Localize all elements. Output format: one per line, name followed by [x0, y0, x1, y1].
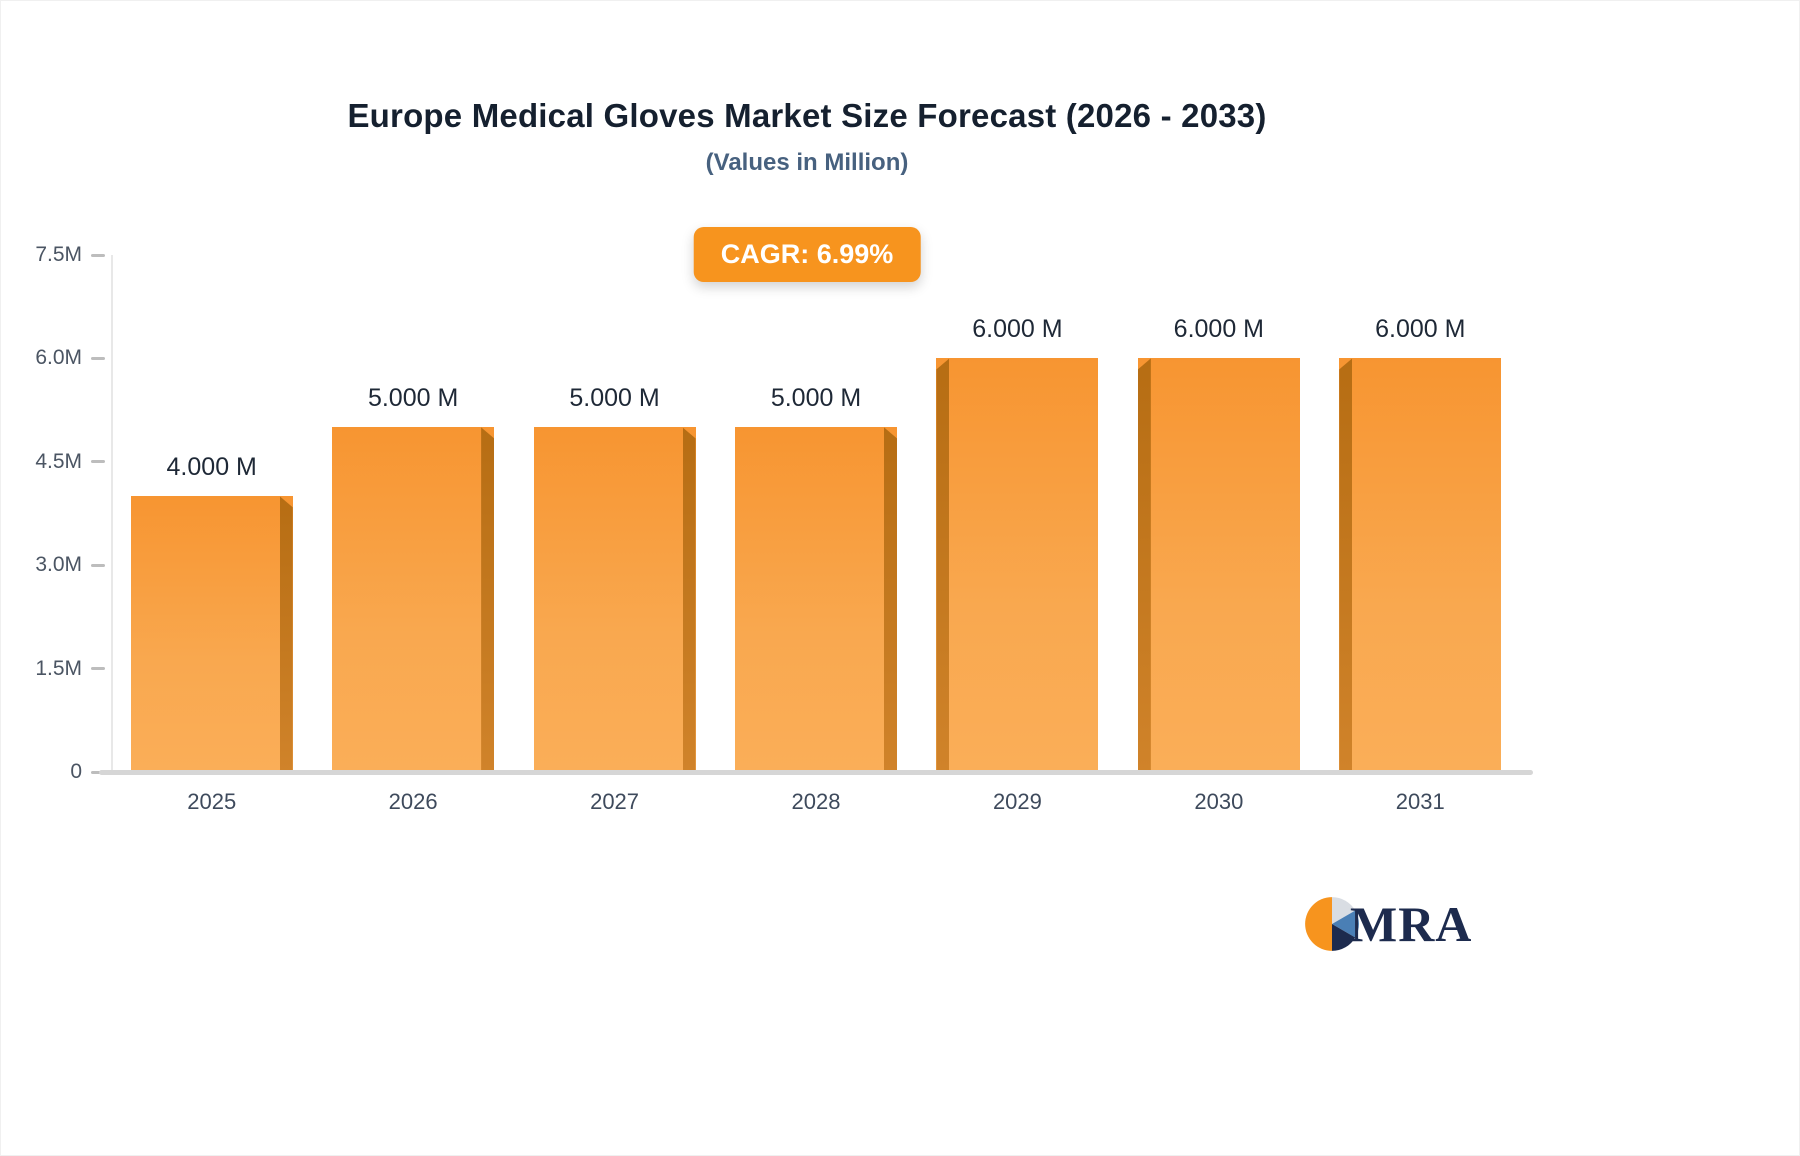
y-axis-tick: 6.0M: [1, 344, 109, 372]
bar-group: 5.000 M 2028: [715, 255, 916, 814]
bar-group: 4.000 M 2025: [111, 255, 312, 814]
bar-value-label: 5.000 M: [569, 384, 660, 413]
bar-side-face: [883, 427, 897, 772]
chart-title: Europe Medical Gloves Market Size Foreca…: [347, 97, 1267, 134]
logo: MRA: [1304, 895, 1472, 953]
logo-text: MRA: [1350, 896, 1473, 952]
y-axis-tick-mark: [91, 563, 105, 567]
plot-area: 4.000 M 2025 5.000 M 2026 5.000 M 2027 5.000 M…: [111, 255, 1521, 814]
x-axis-label: 2028: [791, 789, 841, 814]
bar: [734, 427, 897, 772]
bar-group: 6.000 M 2030: [1118, 255, 1319, 814]
bar: [1339, 358, 1502, 772]
bar-value-label: 5.000 M: [367, 384, 459, 413]
bar: [1137, 358, 1300, 772]
x-axis-label: 2025: [187, 789, 237, 814]
y-axis-tick-mark: [91, 253, 105, 257]
y-axis-tick-label: 1.5M: [35, 656, 82, 680]
y-axis-tick: 4.5M: [1, 448, 109, 476]
y-axis-tick-mark: [91, 770, 105, 774]
bar: [533, 427, 696, 772]
bar-group: 6.000 M 2029: [917, 255, 1118, 814]
y-axis: 0 1.5M 3.0M 4.5M 6.0M 7.5M: [1, 243, 109, 783]
bar-value-label: 4.000 M: [166, 453, 257, 482]
y-axis-tick-label: 4.5M: [35, 449, 82, 473]
y-axis-tick-label: 0: [70, 760, 82, 783]
y-axis-tick: 1.5M: [1, 655, 109, 683]
bar: [130, 496, 293, 772]
bar-value-label: 6.000 M: [1375, 315, 1466, 344]
y-axis-tick-label: 6.0M: [35, 346, 82, 370]
cagr-badge: CAGR: 6.99%: [693, 227, 921, 282]
bar-side-face: [481, 427, 495, 772]
x-axis-label: 2027: [590, 789, 640, 814]
x-axis-label: 2029: [992, 789, 1042, 814]
x-axis-label: 2030: [1194, 789, 1244, 814]
bar-group: 6.000 M 2031: [1320, 255, 1521, 814]
x-axis-label: 2031: [1395, 789, 1445, 814]
x-axis-line: [99, 770, 1533, 775]
y-axis-tick-mark: [91, 667, 105, 671]
bar-value-label: 5.000 M: [770, 384, 862, 413]
bar-side-face: [1339, 358, 1353, 772]
bar: [332, 427, 495, 772]
x-axis-label: 2026: [388, 789, 438, 814]
y-axis-tick-mark: [91, 460, 105, 464]
bar-side-face: [682, 427, 696, 772]
y-axis-tick: 0: [1, 758, 109, 786]
y-axis-tick-label: 3.0M: [35, 553, 82, 577]
bar-side-face: [279, 496, 293, 772]
bar-value-label: 6.000 M: [972, 315, 1063, 344]
y-axis-tick-mark: [91, 356, 105, 360]
y-axis-line: [111, 255, 113, 772]
logo-pie-icon: [1305, 897, 1359, 951]
bar-group: 5.000 M 2026: [312, 255, 513, 814]
y-axis-tick-label: 7.5M: [35, 243, 82, 266]
bar-value-label: 6.000 M: [1173, 315, 1265, 344]
y-axis-tick: 3.0M: [1, 551, 109, 579]
y-axis-tick: 7.5M: [1, 241, 109, 269]
bar-group: 5.000 M 2027: [514, 255, 715, 814]
bar-side-face: [1137, 358, 1151, 772]
bar-side-face: [936, 358, 950, 772]
chart-subtitle: (Values in Million): [705, 149, 909, 176]
bar: [936, 358, 1099, 772]
